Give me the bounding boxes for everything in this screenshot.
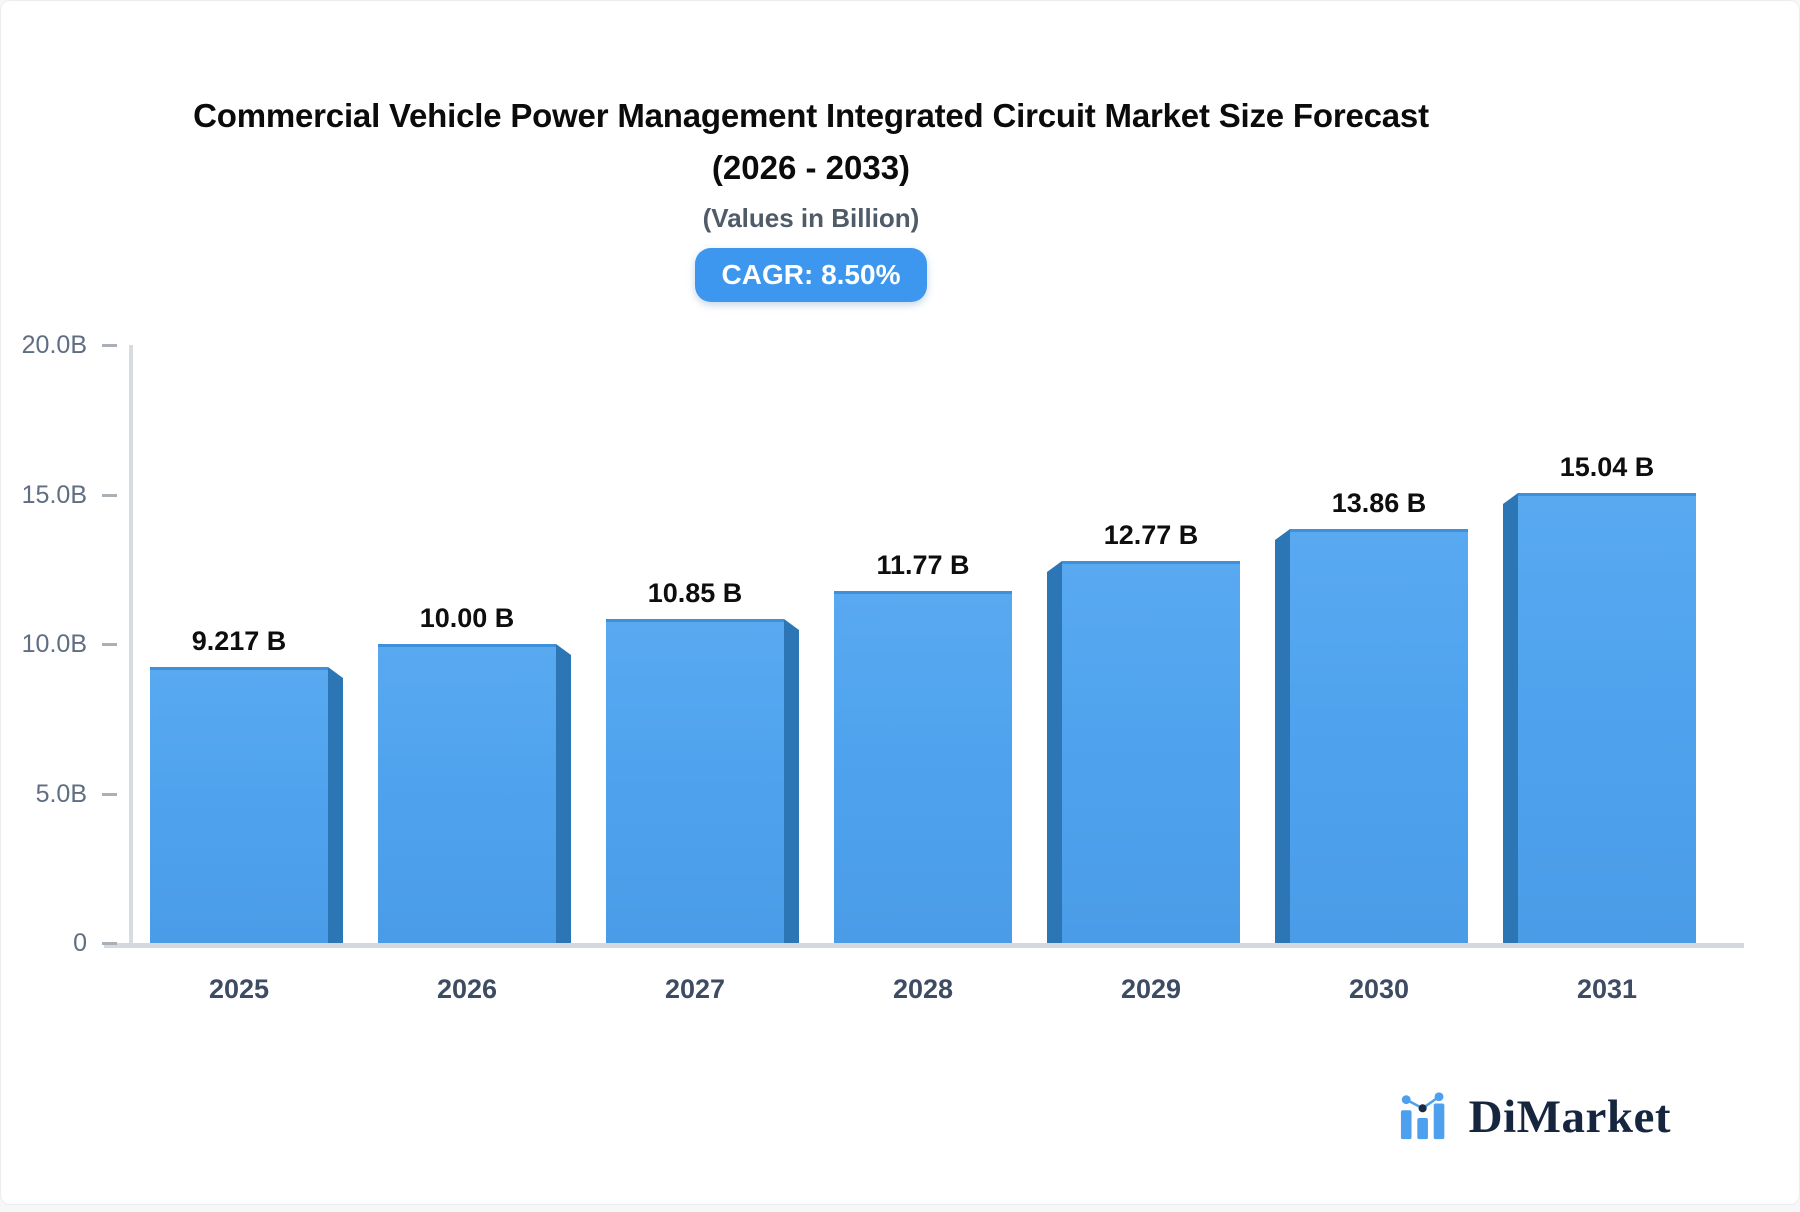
chart-header: Commercial Vehicle Power Management Inte… bbox=[1, 1, 1621, 302]
bar-3d-side bbox=[1503, 493, 1518, 943]
y-axis-line bbox=[129, 345, 133, 943]
y-tick-label: 10.0B bbox=[21, 630, 87, 658]
bar-value-label: 10.85 B bbox=[647, 578, 743, 608]
bar-face[interactable] bbox=[1290, 529, 1468, 943]
bar-chart-sparkline-icon bbox=[1400, 1092, 1444, 1140]
y-tick-label: 15.0B bbox=[21, 480, 87, 509]
x-axis-label: 2027 bbox=[664, 974, 726, 1004]
bar-value-label: 15.04 B bbox=[1559, 452, 1655, 482]
y-tick-mark bbox=[102, 942, 117, 945]
bar-3d-side bbox=[784, 619, 799, 943]
x-axis-baseline bbox=[104, 943, 1744, 948]
y-tick-label: 20.0B bbox=[21, 331, 87, 359]
x-axis-label: 2031 bbox=[1576, 974, 1638, 1004]
y-tick-mark bbox=[102, 344, 117, 347]
x-axis-label: 2025 bbox=[208, 974, 270, 1004]
y-tick-0: 0 bbox=[1, 928, 119, 958]
y-tick-10: 10.0B bbox=[1, 629, 119, 659]
bar-face[interactable] bbox=[1062, 561, 1240, 943]
brand-logo: DiMarket bbox=[1397, 1090, 1671, 1144]
y-tick-mark bbox=[102, 792, 117, 796]
chart-title-line2: (2026 - 2033) bbox=[711, 149, 911, 186]
bar-3d-side bbox=[1275, 529, 1290, 943]
x-axis-label: 2029 bbox=[1120, 974, 1182, 1004]
chart-subtitle: (Values in Billion) bbox=[702, 203, 920, 233]
bar-face[interactable] bbox=[606, 619, 784, 943]
x-axis-label: 2026 bbox=[436, 974, 498, 1004]
y-tick-5: 5.0B bbox=[1, 779, 119, 809]
y-tick-15: 15.0B bbox=[1, 480, 119, 510]
y-tick-20: 20.0B bbox=[1, 330, 119, 360]
brand-name: DiMarket bbox=[1468, 1091, 1671, 1143]
bar-3d-side bbox=[328, 667, 343, 943]
bar-face[interactable] bbox=[834, 591, 1012, 943]
chart-title-line1: Commercial Vehicle Power Management Inte… bbox=[193, 97, 1429, 134]
x-axis-label: 2028 bbox=[892, 974, 954, 1004]
bar-3d-side bbox=[556, 644, 571, 943]
cagr-badge: CAGR: 8.50% bbox=[694, 248, 928, 302]
bar-face[interactable] bbox=[150, 667, 328, 943]
bar-value-label: 10.00 B bbox=[419, 603, 515, 633]
bar-face[interactable] bbox=[378, 644, 556, 943]
bar-face[interactable] bbox=[1518, 493, 1696, 943]
bar-value-label: 11.77 B bbox=[876, 550, 970, 580]
bar-value-label: 12.77 B bbox=[1103, 520, 1199, 550]
bar-value-label: 13.86 B bbox=[1331, 488, 1427, 518]
bar-value-label: 9.217 B bbox=[191, 626, 287, 656]
x-axis-label: 2030 bbox=[1348, 974, 1410, 1004]
y-tick-mark bbox=[102, 643, 117, 646]
y-tick-mark bbox=[102, 493, 117, 497]
y-tick-label: 5.0B bbox=[35, 779, 87, 808]
y-tick-label: 0 bbox=[73, 929, 87, 957]
bar-3d-side bbox=[1047, 561, 1062, 943]
plot-area: 20.0B 15.0B 10.0B 5.0B 0 9.217 B 2025 10… bbox=[1, 331, 1800, 1004]
